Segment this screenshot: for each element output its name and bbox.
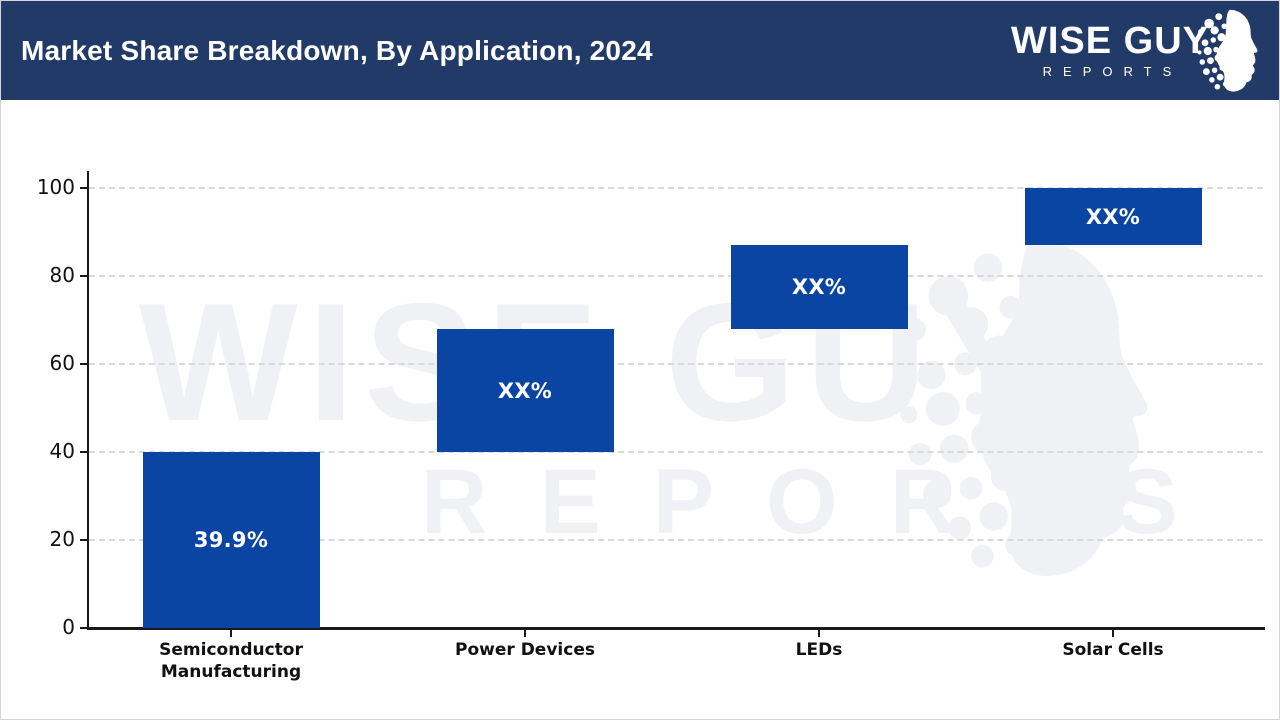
gridline [89,539,1263,541]
x-category-label: Power Devices [455,640,595,660]
x-tick-mark [1112,630,1114,637]
y-tick-label: 100 [36,175,75,199]
y-tick-mark [80,363,88,365]
y-tick-label: 0 [62,615,75,639]
bar-value-label: XX% [1085,204,1141,229]
wiseguy-logo: WISE GUY REPORTS [1011,7,1261,95]
header: Market Share Breakdown, By Application, … [1,1,1279,100]
bar-segment: XX% [1024,188,1202,246]
x-axis [87,627,1265,630]
x-tick-mark [818,630,820,637]
x-category-label: Semiconductor Manufacturing [159,640,303,682]
bar-value-label: 39.9% [193,528,269,553]
gridline [89,363,1263,365]
y-tick-label: 20 [49,527,75,551]
y-axis [87,171,89,630]
y-tick-mark [80,539,88,541]
x-tick-mark [524,630,526,637]
logo-wordmark: WISE GUY [1010,20,1209,62]
y-tick-label: 80 [49,263,75,287]
watermark-face-icon [900,239,1148,576]
bar-value-label: XX% [497,378,553,403]
bar-value-label: XX% [791,274,847,299]
y-tick-mark [80,451,88,453]
gridline [89,451,1263,453]
gridline [89,275,1263,277]
page-title: Market Share Breakdown, By Application, … [21,34,653,66]
wiseguy-face-icon [1197,9,1258,92]
x-category-label: LEDs [795,640,843,660]
wiseguy-logo-text: WISE GUY REPORTS [1011,22,1209,79]
bar-segment: XX% [436,328,614,453]
logo-subtext: REPORTS [1042,64,1183,79]
x-category-label: Solar Cells [1062,640,1164,660]
bar-segment: XX% [730,245,908,329]
y-tick-mark [80,627,88,629]
y-tick-mark [80,275,88,277]
gridline [89,187,1263,189]
bar-segment: 39.9% [142,452,320,628]
y-tick-label: 60 [49,351,75,375]
y-tick-label: 40 [49,439,75,463]
x-tick-mark [230,630,232,637]
y-tick-mark [80,187,88,189]
